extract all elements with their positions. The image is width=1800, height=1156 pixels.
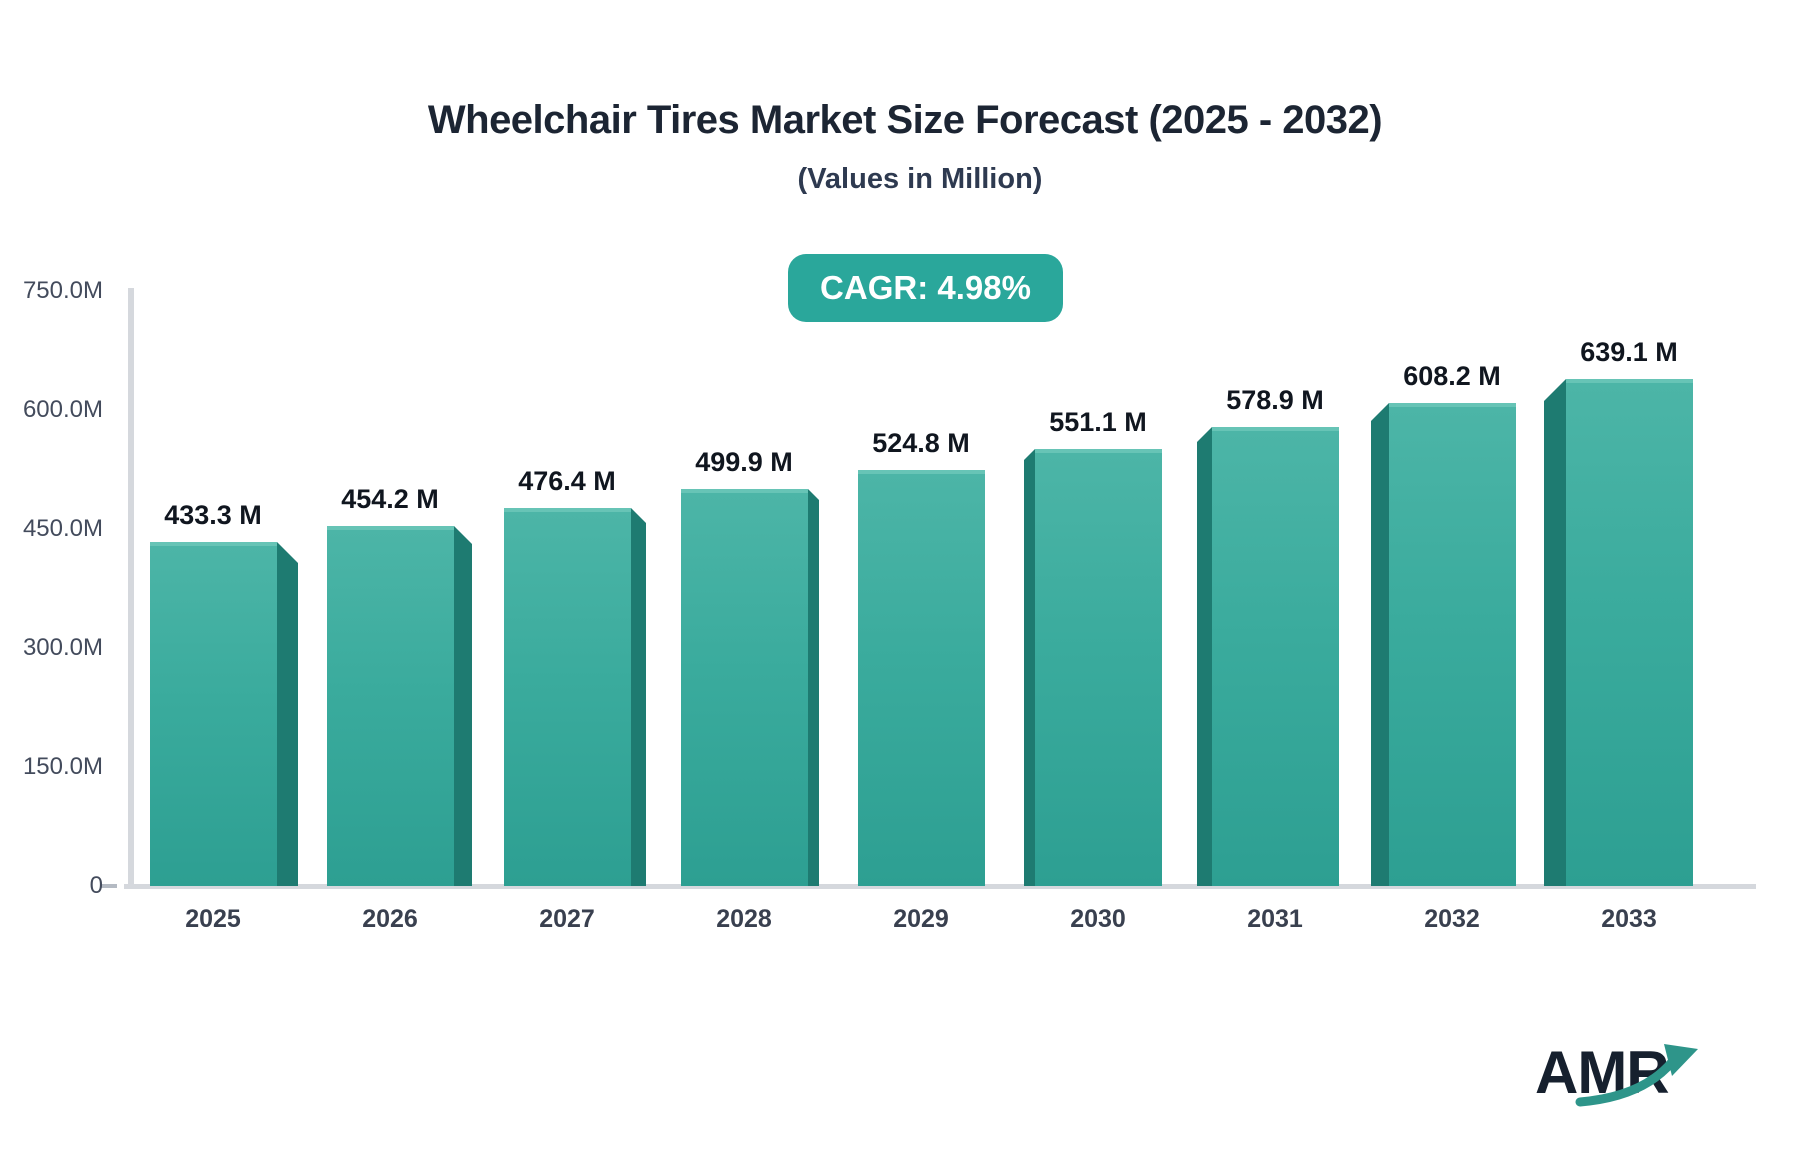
bar-2029[interactable]	[858, 470, 985, 886]
bar-2027-side[interactable]	[631, 508, 646, 886]
y-tick-label: 750.0M	[22, 277, 103, 304]
bar-2027[interactable]	[504, 508, 631, 886]
bar-2026-side[interactable]	[454, 526, 472, 886]
y-tick-label: 150.0M	[22, 753, 103, 780]
bar-2028-side[interactable]	[808, 489, 819, 886]
x-axis-label: 2028	[716, 905, 772, 933]
bar-2032[interactable]	[1389, 403, 1516, 886]
bar-2031[interactable]	[1212, 427, 1339, 886]
zero-tick-mark	[100, 884, 117, 888]
bar-2030[interactable]	[1035, 449, 1162, 886]
y-tick-label: 600.0M	[22, 396, 103, 423]
bar-2025-side[interactable]	[277, 542, 298, 886]
page-title: Wheelchair Tires Market Size Forecast (2…	[427, 98, 1383, 142]
bar-value-label: 454.2 M	[341, 484, 439, 514]
x-axis-label: 2026	[362, 905, 418, 933]
bar-value-label: 499.9 M	[695, 447, 793, 477]
bar-2028[interactable]	[681, 489, 808, 886]
x-axis-label: 2033	[1601, 905, 1657, 933]
bar-2026[interactable]	[327, 526, 454, 886]
bar-value-label: 476.4 M	[518, 466, 616, 496]
bar-2033[interactable]	[1566, 379, 1693, 886]
x-axis-label: 2029	[893, 905, 949, 933]
x-axis-label: 2027	[539, 905, 595, 933]
bar-2032-side[interactable]	[1371, 403, 1389, 886]
bar-2031-side[interactable]	[1197, 427, 1212, 886]
y-tick-label: 300.0M	[22, 634, 103, 661]
x-axis-line	[124, 884, 1756, 889]
bar-value-label: 551.1 M	[1049, 407, 1147, 437]
y-axis-line	[128, 288, 134, 888]
bar-2030-side[interactable]	[1024, 449, 1035, 886]
x-axis-label: 2030	[1070, 905, 1126, 933]
bar-2033-side[interactable]	[1544, 379, 1566, 886]
bar-value-label: 639.1 M	[1580, 337, 1678, 367]
cagr-badge-label: CAGR: 4.98%	[820, 269, 1031, 306]
bar-2025[interactable]	[150, 542, 277, 886]
cagr-badge: CAGR: 4.98%	[788, 254, 1063, 322]
y-tick-label: 0	[89, 872, 103, 899]
bar-value-label: 578.9 M	[1226, 385, 1324, 415]
y-tick-label: 450.0M	[22, 515, 103, 542]
x-axis-label: 2025	[185, 905, 241, 933]
bar-value-label: 524.8 M	[872, 428, 970, 458]
amr-logo: AMR	[1530, 1030, 1710, 1120]
growth-arrow-icon	[1575, 1044, 1698, 1107]
page-subtitle: (Values in Million)	[797, 163, 1043, 195]
x-axis-label: 2031	[1247, 905, 1303, 933]
bar-value-label: 433.3 M	[164, 500, 262, 530]
x-axis-label: 2032	[1424, 905, 1480, 933]
bar-value-label: 608.2 M	[1403, 361, 1501, 391]
